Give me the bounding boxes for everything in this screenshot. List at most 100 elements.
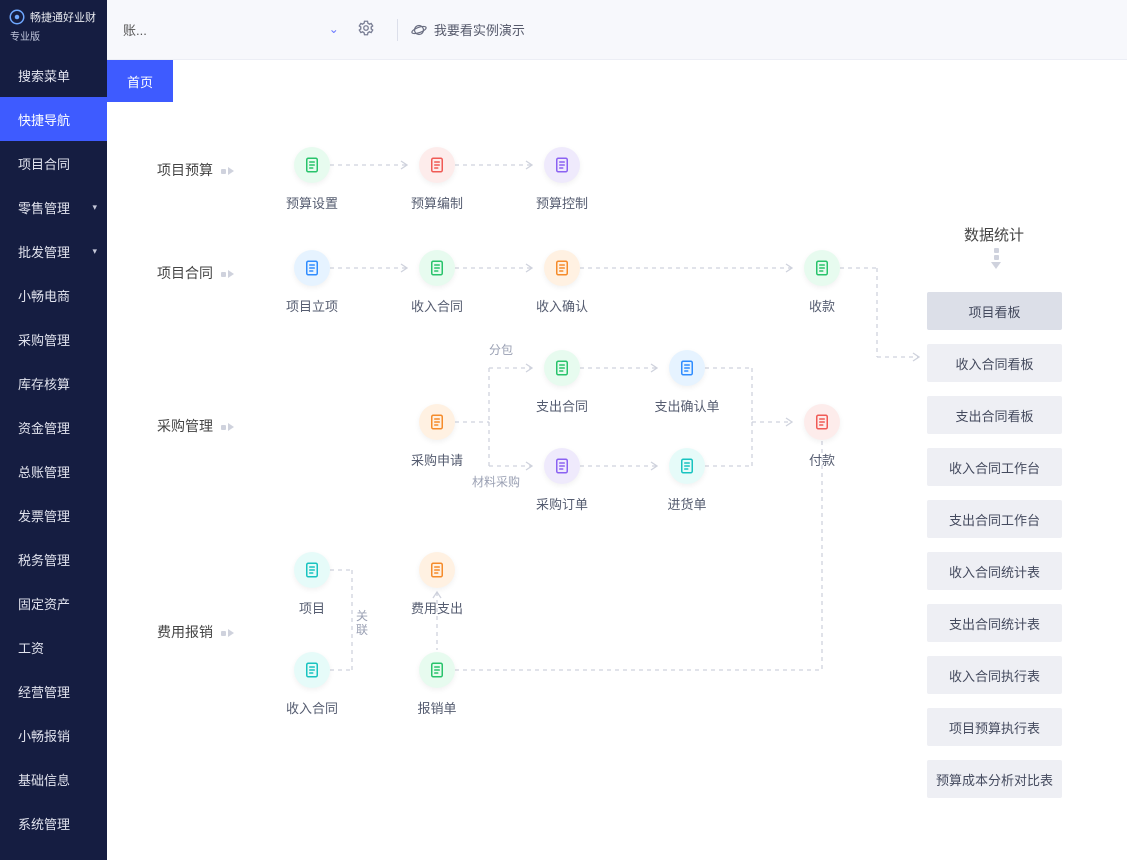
stat-button-label: 收入合同统计表 xyxy=(949,562,1040,581)
sidebar-item-11[interactable]: 税务管理 xyxy=(0,537,107,581)
stat-button-1[interactable]: 收入合同看板 xyxy=(927,344,1062,382)
stat-button-8[interactable]: 项目预算执行表 xyxy=(927,708,1062,746)
flow-node-n_exp_confirm[interactable]: 支出确认单 xyxy=(652,350,722,415)
node-label: 收入确认 xyxy=(536,296,588,315)
stat-button-6[interactable]: 支出合同统计表 xyxy=(927,604,1062,642)
sidebar-item-0[interactable]: 搜索菜单 xyxy=(0,53,107,97)
sidebar-item-label: 库存核算 xyxy=(18,374,70,393)
node-label: 报销单 xyxy=(417,698,456,717)
node-icon xyxy=(419,404,455,440)
settings-icon[interactable] xyxy=(357,19,375,40)
flow-node-n_pur_req[interactable]: 采购申请 xyxy=(402,404,472,469)
flow-node-n_exp_contract[interactable]: 支出合同 xyxy=(527,350,597,415)
stat-button-label: 预算成本分析对比表 xyxy=(936,770,1053,789)
flow-node-n_payment[interactable]: 付款 xyxy=(787,404,857,469)
stat-button-label: 支出合同统计表 xyxy=(949,614,1040,633)
inline-label: 关联 xyxy=(356,609,368,637)
sidebar-item-label: 工资 xyxy=(18,638,44,657)
stat-button-2[interactable]: 支出合同看板 xyxy=(927,396,1062,434)
node-icon xyxy=(669,350,705,386)
node-icon xyxy=(419,147,455,183)
sidebar-item-8[interactable]: 资金管理 xyxy=(0,405,107,449)
sidebar-item-13[interactable]: 工资 xyxy=(0,625,107,669)
stat-button-0[interactable]: 项目看板 xyxy=(927,292,1062,330)
stat-button-3[interactable]: 收入合同工作台 xyxy=(927,448,1062,486)
sidebar-item-1[interactable]: 快捷导航 xyxy=(0,97,107,141)
stat-button-label: 收入合同工作台 xyxy=(949,458,1040,477)
node-label: 进货单 xyxy=(667,494,706,513)
sidebar-item-label: 经营管理 xyxy=(18,682,70,701)
sidebar-item-label: 总账管理 xyxy=(18,462,70,481)
flow-node-n_r_reimb[interactable]: 报销单 xyxy=(402,652,472,717)
brand-edition: 专业版 xyxy=(0,28,107,53)
stats-arrow-icon xyxy=(991,248,1001,269)
topbar: 账... ⌄ 我要看实例演示 xyxy=(107,0,1127,60)
section-contract: 项目合同 xyxy=(157,263,234,283)
stat-button-label: 收入合同执行表 xyxy=(949,666,1040,685)
sidebar-item-12[interactable]: 固定资产 xyxy=(0,581,107,625)
flow-node-n_budget_edit[interactable]: 预算编制 xyxy=(402,147,472,212)
flow-node-n_r_proj[interactable]: 项目 xyxy=(277,552,347,617)
demo-link[interactable]: 我要看实例演示 xyxy=(410,20,525,39)
node-icon xyxy=(804,404,840,440)
sidebar-item-2[interactable]: 项目合同 xyxy=(0,141,107,185)
sidebar-item-15[interactable]: 小畅报销 xyxy=(0,713,107,757)
flow-node-n_receipt[interactable]: 收款 xyxy=(787,250,857,315)
stat-button-label: 项目看板 xyxy=(968,302,1020,321)
stat-button-9[interactable]: 预算成本分析对比表 xyxy=(927,760,1062,798)
stat-button-label: 收入合同看板 xyxy=(955,354,1033,373)
brand-logo-icon xyxy=(8,8,26,26)
sidebar-item-label: 小畅报销 xyxy=(18,726,70,745)
flow-node-n_grn[interactable]: 进货单 xyxy=(652,448,722,513)
node-icon xyxy=(544,147,580,183)
sidebar-item-label: 小畅电商 xyxy=(18,286,70,305)
caret-down-icon: ▾ xyxy=(92,202,97,213)
node-label: 采购申请 xyxy=(411,450,463,469)
node-icon xyxy=(419,250,455,286)
tab-strip: 首页 xyxy=(107,60,173,102)
account-name: 账... xyxy=(123,23,147,38)
stat-button-4[interactable]: 支出合同工作台 xyxy=(927,500,1062,538)
tab-home[interactable]: 首页 xyxy=(107,60,173,102)
node-icon xyxy=(669,448,705,484)
node-icon xyxy=(294,250,330,286)
stat-button-label: 支出合同工作台 xyxy=(949,510,1040,529)
stat-button-label: 项目预算执行表 xyxy=(949,718,1040,737)
flow-node-n_budget_ctrl[interactable]: 预算控制 xyxy=(527,147,597,212)
caret-down-icon: ▾ xyxy=(92,246,97,257)
stat-button-5[interactable]: 收入合同统计表 xyxy=(927,552,1062,590)
sidebar-item-5[interactable]: 小畅电商 xyxy=(0,273,107,317)
flow-node-n_r_exp[interactable]: 费用支出 xyxy=(402,552,472,617)
sidebar-item-label: 快捷导航 xyxy=(18,110,70,129)
node-icon xyxy=(544,250,580,286)
flow-node-n_inc_contract[interactable]: 收入合同 xyxy=(402,250,472,315)
brand-name: 畅捷通好业财 xyxy=(30,9,96,25)
sidebar-item-16[interactable]: 基础信息 xyxy=(0,757,107,801)
node-icon xyxy=(544,350,580,386)
flow-node-n_proj_init[interactable]: 项目立项 xyxy=(277,250,347,315)
section-arrow-icon xyxy=(221,423,234,431)
section-label-text: 费用报销 xyxy=(157,624,213,640)
sidebar-item-4[interactable]: 批发管理▾ xyxy=(0,229,107,273)
account-dropdown[interactable]: 账... ⌄ xyxy=(123,20,347,39)
sidebar-item-3[interactable]: 零售管理▾ xyxy=(0,185,107,229)
node-icon xyxy=(804,250,840,286)
flow-node-n_budget_cfg[interactable]: 预算设置 xyxy=(277,147,347,212)
stat-button-7[interactable]: 收入合同执行表 xyxy=(927,656,1062,694)
sidebar-item-14[interactable]: 经营管理 xyxy=(0,669,107,713)
sidebar-item-label: 税务管理 xyxy=(18,550,70,569)
flow-node-n_inc_confirm[interactable]: 收入确认 xyxy=(527,250,597,315)
flow-node-n_r_inc[interactable]: 收入合同 xyxy=(277,652,347,717)
node-label: 支出确认单 xyxy=(654,396,719,415)
sidebar-item-9[interactable]: 总账管理 xyxy=(0,449,107,493)
stat-button-label: 支出合同看板 xyxy=(955,406,1033,425)
sidebar-item-6[interactable]: 采购管理 xyxy=(0,317,107,361)
flow-node-n_po[interactable]: 采购订单 xyxy=(527,448,597,513)
sidebar-item-10[interactable]: 发票管理 xyxy=(0,493,107,537)
sidebar-item-17[interactable]: 系统管理 xyxy=(0,801,107,845)
node-label: 项目 xyxy=(299,598,325,617)
section-label-text: 项目预算 xyxy=(157,162,213,178)
sidebar-item-7[interactable]: 库存核算 xyxy=(0,361,107,405)
sidebar-item-label: 资金管理 xyxy=(18,418,70,437)
node-label: 收款 xyxy=(809,296,835,315)
